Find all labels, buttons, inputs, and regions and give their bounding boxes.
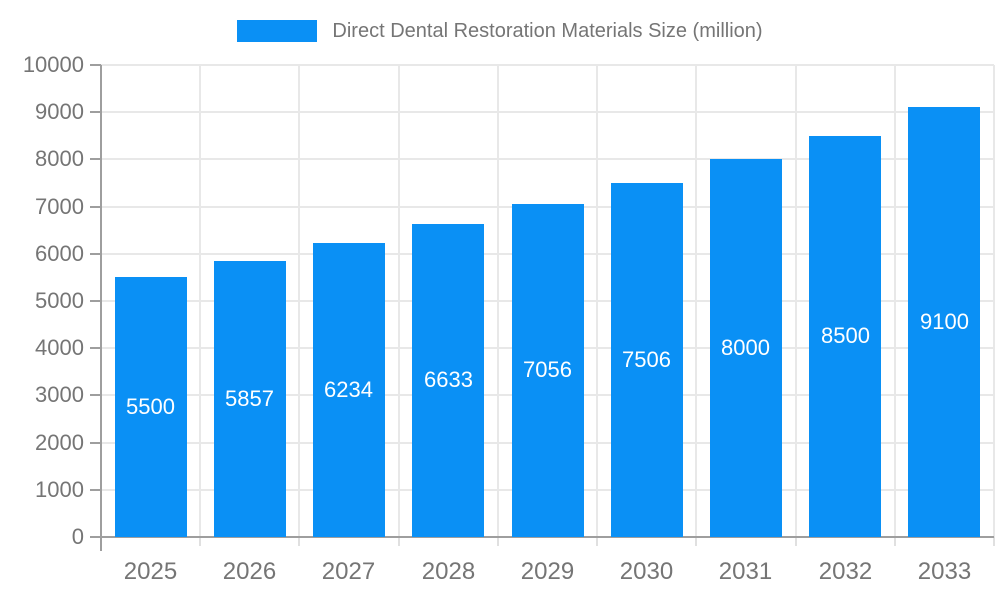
y-axis-tick: [90, 253, 101, 255]
y-tick-label: 6000: [35, 241, 84, 266]
y-gridline: [101, 158, 994, 160]
x-gridline: [695, 65, 697, 537]
x-gridline: [398, 65, 400, 537]
y-axis-tick: [90, 394, 101, 396]
bar-value-label: 8500: [821, 323, 870, 348]
bar-value-label: 6234: [324, 377, 373, 402]
x-tick-label: 2032: [818, 558, 873, 585]
x-tick-label: 2027: [321, 558, 376, 585]
x-gridline: [298, 65, 300, 537]
y-axis-tick: [90, 442, 101, 444]
bar: [313, 243, 385, 537]
x-gridline: [993, 65, 995, 537]
x-tick-label: 2025: [123, 558, 178, 585]
x-axis-tick: [199, 537, 201, 546]
bar-value-label: 9100: [920, 309, 969, 334]
y-gridline: [101, 64, 994, 66]
bar: [611, 183, 683, 537]
bar: [908, 107, 980, 537]
x-tick-label: 2028: [421, 558, 476, 585]
y-axis-tick: [90, 64, 101, 66]
bar-value-label: 7506: [622, 347, 671, 372]
y-gridline: [101, 111, 994, 113]
x-tick-label: 2030: [619, 558, 674, 585]
y-tick-label: 8000: [35, 146, 84, 171]
x-axis-tick: [993, 537, 995, 546]
bar-value-label: 8000: [721, 335, 770, 360]
bar: [710, 159, 782, 537]
bar-value-label: 6633: [424, 367, 473, 392]
y-axis-tick: [90, 300, 101, 302]
bar-value-label: 5500: [126, 394, 175, 419]
y-tick-label: 9000: [35, 99, 84, 124]
y-axis-tick: [90, 158, 101, 160]
y-axis-tick: [90, 489, 101, 491]
bar: [412, 224, 484, 537]
y-axis-line: [100, 65, 102, 551]
x-axis-tick: [596, 537, 598, 546]
y-tick-label: 10000: [22, 52, 84, 77]
legend-label[interactable]: Direct Dental Restoration Materials Size…: [332, 20, 763, 42]
x-axis-tick: [497, 537, 499, 546]
x-tick-label: 2031: [718, 558, 773, 585]
bar: [512, 204, 584, 537]
bar-value-label: 7056: [523, 357, 572, 382]
x-gridline: [596, 65, 598, 537]
x-gridline: [199, 65, 201, 537]
y-tick-label: 1000: [35, 477, 84, 502]
x-gridline: [795, 65, 797, 537]
y-axis-tick: [90, 111, 101, 113]
x-axis-tick: [795, 537, 797, 546]
bar-value-label: 5857: [225, 386, 274, 411]
x-axis-tick: [298, 537, 300, 546]
legend-swatch[interactable]: [237, 20, 318, 42]
y-tick-label: 2000: [35, 430, 84, 455]
y-tick-label: 7000: [35, 194, 84, 219]
x-tick-label: 2033: [917, 558, 972, 585]
y-axis-tick: [90, 206, 101, 208]
x-axis-line: [90, 536, 994, 538]
bar: [214, 261, 286, 537]
y-tick-label: 3000: [35, 382, 84, 407]
y-tick-label: 4000: [35, 335, 84, 360]
x-tick-label: 2029: [520, 558, 575, 585]
x-axis-tick: [398, 537, 400, 546]
x-gridline: [497, 65, 499, 537]
bar: [809, 136, 881, 537]
x-axis-tick: [695, 537, 697, 546]
legend[interactable]: Direct Dental Restoration Materials Size…: [0, 18, 1000, 44]
bar: [115, 277, 187, 537]
y-tick-label: 5000: [35, 288, 84, 313]
x-axis-tick: [894, 537, 896, 546]
x-gridline: [894, 65, 896, 537]
x-tick-label: 2026: [222, 558, 277, 585]
y-tick-label: 0: [71, 524, 84, 549]
y-axis-tick: [90, 347, 101, 349]
